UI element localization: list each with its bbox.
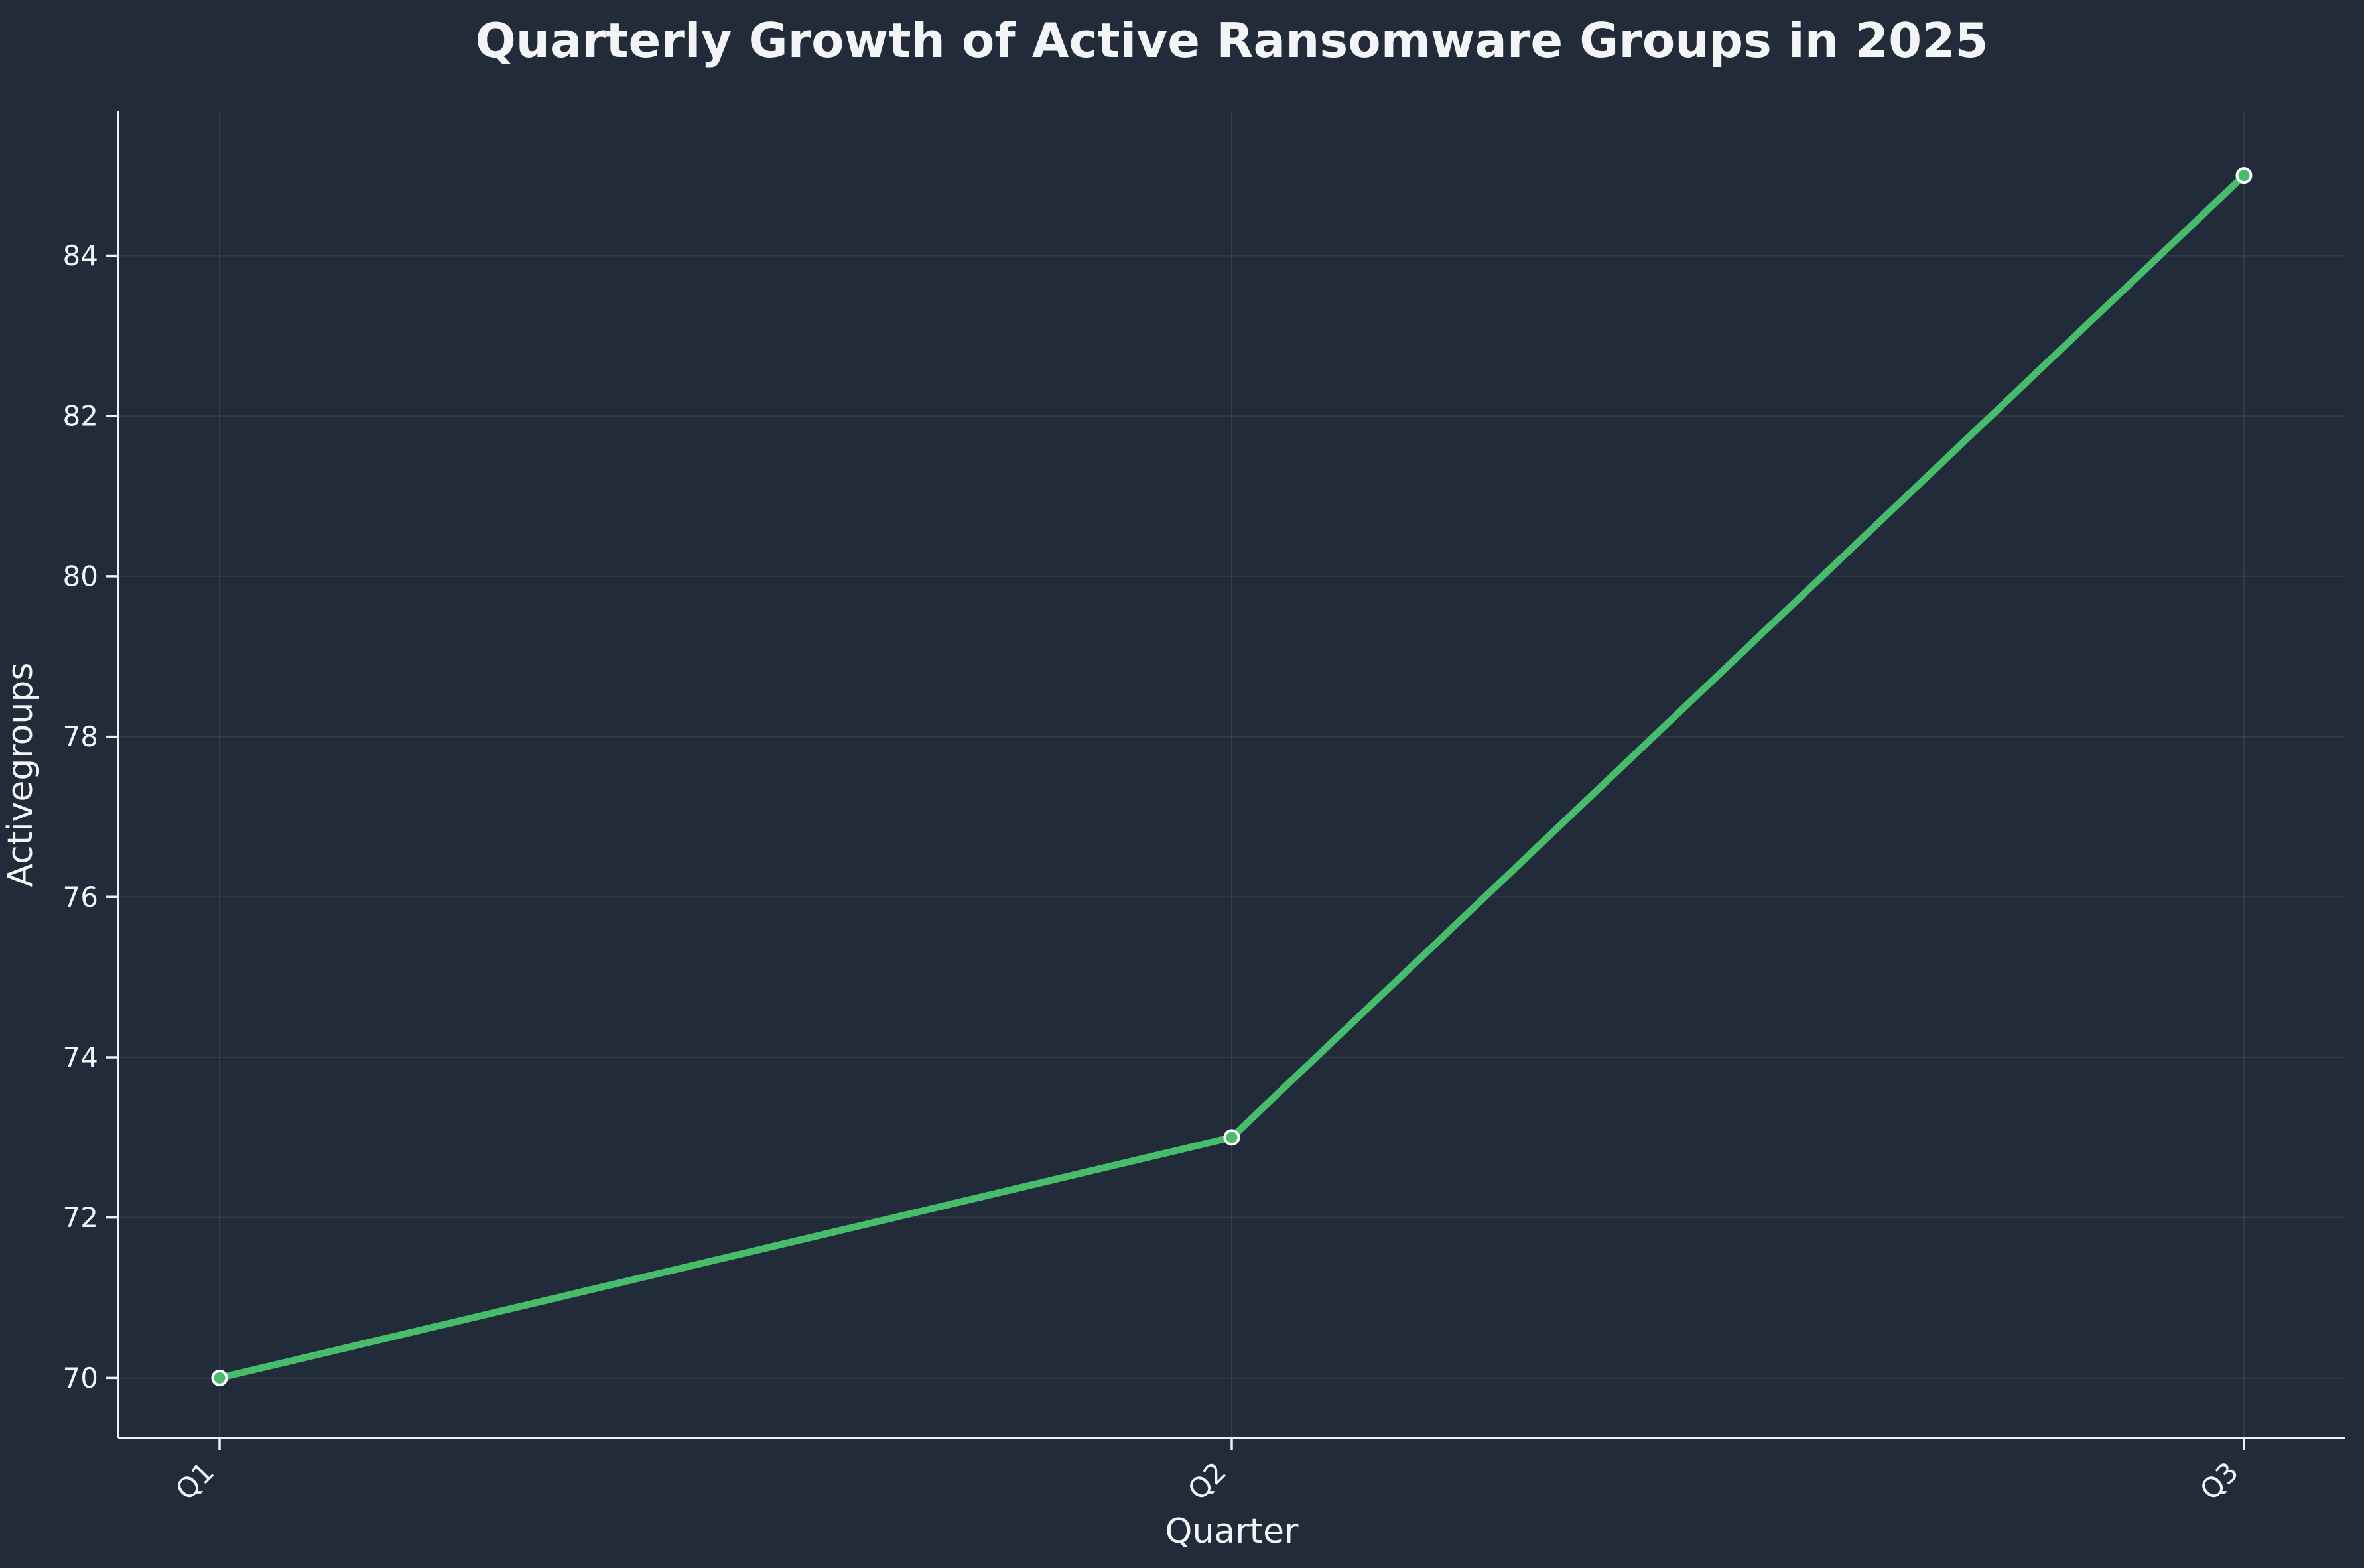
y-tick-label: 80 <box>63 560 98 592</box>
y-tick-label: 72 <box>63 1201 98 1234</box>
chart-title: Quarterly Growth of Active Ransomware Gr… <box>476 13 1989 68</box>
tick-label-layer: 70 72 74 76 78 80 82 84 Q1 Q2 Q3 <box>63 239 2245 1506</box>
y-tick-label: 84 <box>63 239 98 272</box>
y-tick-label: 70 <box>63 1362 98 1394</box>
y-tick-label: 74 <box>63 1041 98 1073</box>
y-axis-label: Activegroups <box>1 663 40 887</box>
x-tick-label: Q1 <box>169 1455 220 1506</box>
y-tick-label: 76 <box>63 881 98 913</box>
x-axis-label: Quarter <box>1165 1512 1299 1551</box>
y-tick-label: 78 <box>63 720 98 753</box>
y-tick-label: 82 <box>63 400 98 432</box>
data-point-Q3 <box>2235 167 2253 184</box>
data-point-Q2 <box>1223 1129 1240 1146</box>
grid-layer <box>118 111 2345 1438</box>
data-point-Q1 <box>211 1369 228 1386</box>
x-tick-label: Q2 <box>1181 1455 1232 1506</box>
series-layer <box>211 167 2253 1386</box>
x-tick-label: Q3 <box>2194 1455 2245 1506</box>
axis-layer <box>106 111 2345 1450</box>
